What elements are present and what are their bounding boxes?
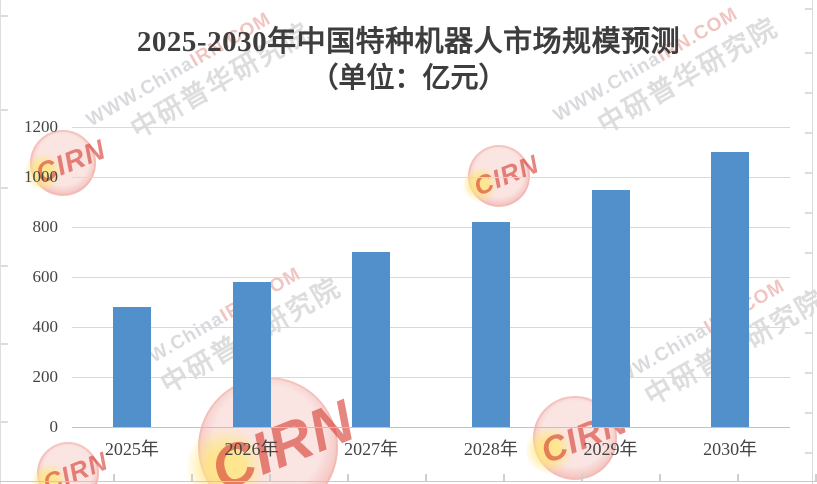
chart-subtitle: （单位：亿元） <box>310 63 507 94</box>
gridline-400 <box>72 327 790 328</box>
worksheet-right-gridline <box>805 0 813 484</box>
x-tick-label-2026年: 2026年 <box>224 439 279 459</box>
bar-2027年 <box>352 252 391 427</box>
x-tick-label-2027年: 2027年 <box>344 439 399 459</box>
x-tick-label-2030年: 2030年 <box>703 439 758 459</box>
y-tick-label-600: 600 <box>32 267 59 286</box>
bar-2028年 <box>471 222 510 427</box>
x-tick-label-2029年: 2029年 <box>583 439 638 459</box>
y-tick-label-800: 800 <box>32 217 59 236</box>
gridline-1000 <box>72 177 790 178</box>
y-tick-label-400: 400 <box>32 317 59 336</box>
bar-2030年 <box>711 152 750 427</box>
gridline-600 <box>72 277 790 278</box>
plot-area <box>72 127 790 428</box>
bar-2026年 <box>232 282 271 427</box>
chart-title: 2025-2030年中国特种机器人市场规模预测 <box>136 26 681 58</box>
worksheet-bottom-gridline <box>0 474 817 482</box>
worksheet-left-gridline <box>0 0 8 484</box>
bar-2025年 <box>112 307 151 427</box>
x-tick-label-2025年: 2025年 <box>104 439 159 459</box>
y-tick-label-200: 200 <box>32 367 59 386</box>
x-tick-label-2028年: 2028年 <box>463 439 518 459</box>
y-tick-label-1200: 1200 <box>24 117 58 136</box>
gridline-1200 <box>72 127 790 128</box>
y-tick-label-0: 0 <box>49 417 59 436</box>
y-tick-label-1000: 1000 <box>24 167 58 186</box>
gridline-0 <box>72 427 790 428</box>
gridline-200 <box>72 377 790 378</box>
gridline-800 <box>72 227 790 228</box>
bar-2029年 <box>591 189 630 427</box>
